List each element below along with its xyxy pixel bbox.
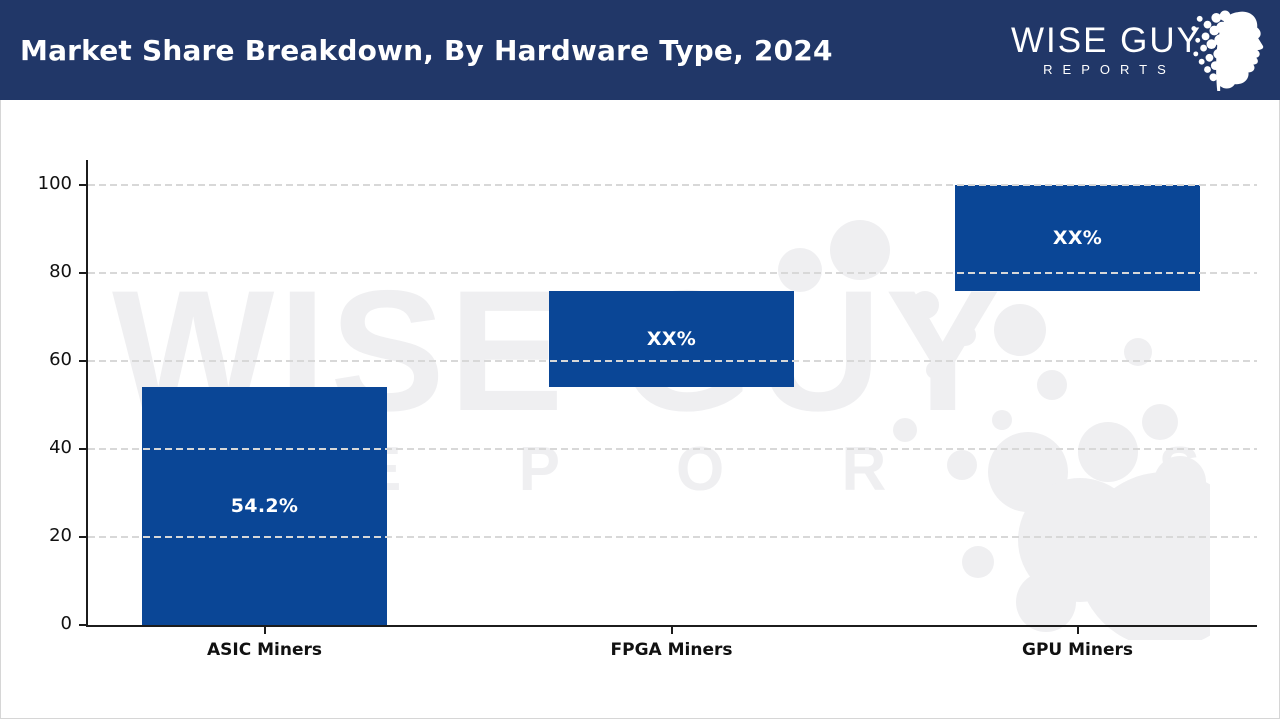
x-tickmark <box>670 627 673 634</box>
x-tickmark <box>1076 627 1079 634</box>
gridline-20 <box>88 536 1257 538</box>
x-axis-line <box>86 625 1257 627</box>
logo-wordmark-line2: REPORTS <box>1043 62 1176 77</box>
bar-value-label: XX% <box>1052 226 1103 249</box>
logo-wordmark-line1: WISE GUY <box>1010 21 1202 60</box>
gridline-60 <box>88 360 1257 362</box>
y-tick-label: 60 <box>49 349 72 370</box>
y-tick-label: 80 <box>49 261 72 282</box>
y-tickmark <box>79 448 88 450</box>
bar-asic-miners: 54.2% <box>142 386 387 625</box>
header: Market Share Breakdown, By Hardware Type… <box>0 0 1280 100</box>
y-tickmark <box>79 184 88 186</box>
y-tick-label: 20 <box>49 525 72 546</box>
watermark-face-icon <box>778 220 1210 640</box>
gridline-100 <box>88 184 1257 186</box>
y-tick-label: 40 <box>49 437 72 458</box>
wise-guy-logo: WISE GUY REPORTS <box>1011 9 1266 91</box>
y-tickmark <box>79 272 88 274</box>
y-axis-line <box>86 160 88 627</box>
bar-fpga-miners: XX% <box>549 290 794 387</box>
y-tickmark <box>79 536 88 538</box>
x-tick-label: GPU Miners <box>1021 640 1133 660</box>
bar-chart: 0 20 40 60 80 100 54.2% ASIC Miners XX% FPGA Mine… <box>0 100 1280 720</box>
y-tick-label: 100 <box>37 173 72 194</box>
bar-value-label: XX% <box>646 327 697 350</box>
x-tick-label: FPGA Miners <box>610 640 733 660</box>
logo-face-icon <box>1191 10 1264 91</box>
y-tickmark <box>79 624 88 626</box>
bar-value-label: 54.2% <box>230 494 299 517</box>
x-tick-label: ASIC Miners <box>207 640 322 660</box>
gridline-80 <box>88 272 1257 274</box>
x-tickmark <box>263 627 266 634</box>
y-tick-label: 0 <box>60 613 72 634</box>
logo-wordmark: WISE GUY REPORTS <box>1011 23 1202 77</box>
y-tickmark <box>79 360 88 362</box>
page-title: Market Share Breakdown, By Hardware Type… <box>20 33 833 67</box>
bar-gpu-miners: XX% <box>955 185 1200 291</box>
gridline-40 <box>88 448 1257 450</box>
